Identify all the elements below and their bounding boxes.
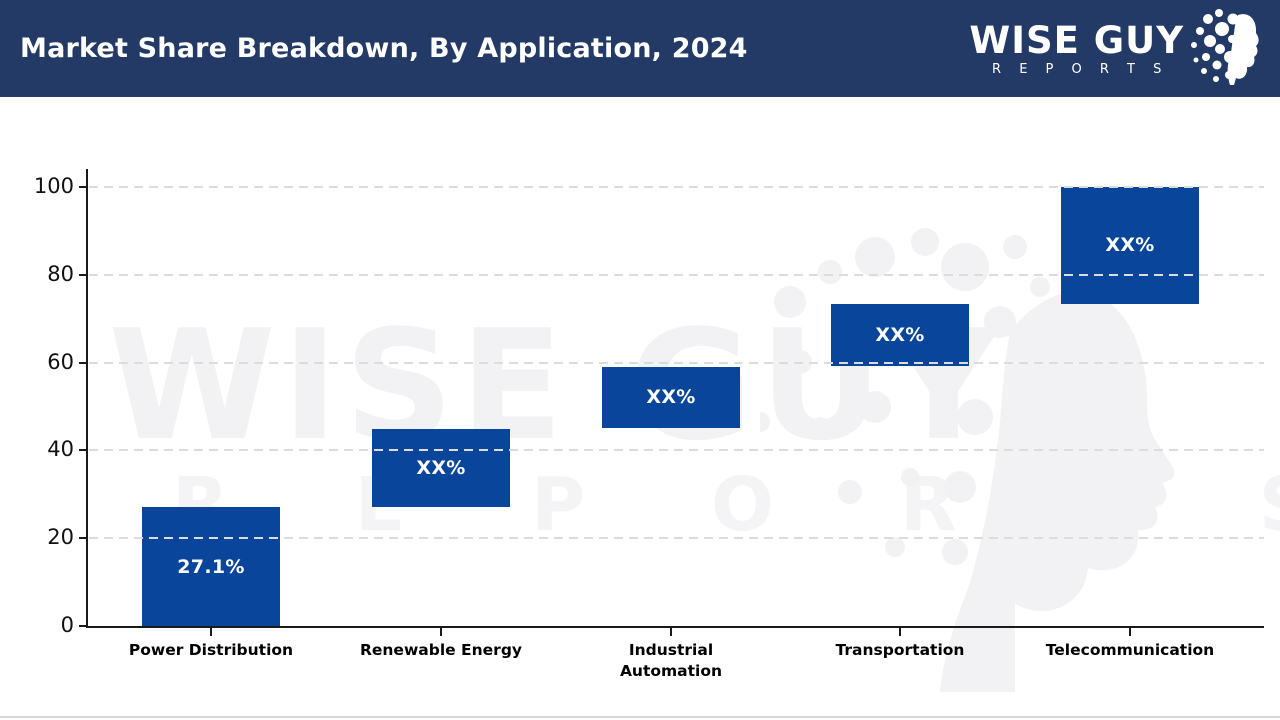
y-tick-label-0: 0: [60, 613, 74, 637]
bar-value-label: 27.1%: [177, 555, 245, 578]
brand-logo: WISE GUY R E P O R T S: [969, 5, 1260, 93]
bar-value-label: XX%: [1105, 234, 1155, 257]
category-label-transportation: Transportation: [835, 641, 965, 659]
y-tick-mark-80: [79, 273, 87, 276]
wiseguy-head-icon: [1186, 5, 1260, 93]
y-tick-mark-20: [79, 537, 87, 540]
x-tick-mark-renewable-energy: [440, 628, 442, 636]
bar-value-label: XX%: [646, 386, 696, 409]
gridline-40: [89, 449, 1264, 452]
bar-value-label: XX%: [416, 456, 466, 479]
bar-telecommunication: XX%: [1061, 187, 1199, 304]
bottom-border: [0, 716, 1280, 718]
bar-renewable-energy: XX%: [372, 428, 510, 508]
y-tick-label-20: 20: [47, 525, 74, 550]
x-tick-mark-telecommunication: [1129, 628, 1131, 636]
bar-industrial-automation: XX%: [602, 366, 740, 428]
x-axis-line: [86, 626, 1264, 628]
category-label-renewable-energy: Renewable Energy: [359, 641, 523, 659]
y-tick-mark-0: [79, 625, 87, 627]
y-tick-mark-100: [79, 186, 87, 188]
x-tick-mark-power-distribution: [210, 628, 212, 636]
y-axis-line: [86, 169, 88, 628]
category-label-industrial-automation: Industrial Automation: [619, 641, 723, 680]
gridline-60: [89, 361, 1264, 364]
chart-title: Market Share Breakdown, By Application, …: [20, 33, 748, 64]
y-tick-label-60: 60: [47, 349, 74, 374]
y-tick-label-80: 80: [47, 261, 74, 286]
gridline-100: [89, 186, 1264, 188]
gridline-80: [89, 273, 1264, 276]
x-tick-mark-industrial-automation: [670, 628, 672, 636]
brand-text: WISE GUY R E P O R T S: [969, 22, 1184, 76]
y-tick-label-40: 40: [47, 437, 74, 462]
category-label-power-distribution: Power Distribution: [128, 641, 294, 659]
x-tick-mark-transportation: [899, 628, 901, 636]
bar-transportation: XX%: [831, 303, 969, 367]
y-tick-mark-60: [79, 361, 87, 364]
category-label-telecommunication: Telecommunication: [1045, 641, 1215, 659]
brand-subname: R E P O R T S: [992, 61, 1169, 77]
y-tick-mark-40: [79, 449, 87, 452]
header-bar: Market Share Breakdown, By Application, …: [0, 0, 1280, 97]
brand-name: WISE GUY: [969, 18, 1184, 62]
gridline-20: [89, 537, 1264, 540]
bar-value-label: XX%: [875, 323, 925, 346]
y-tick-label-100: 100: [33, 174, 74, 198]
bar-power-distribution: 27.1%: [142, 507, 280, 626]
chart-area: WISE GUY R E P O R T S 27.1% XX% XX% XX% XX%…: [0, 97, 1280, 718]
